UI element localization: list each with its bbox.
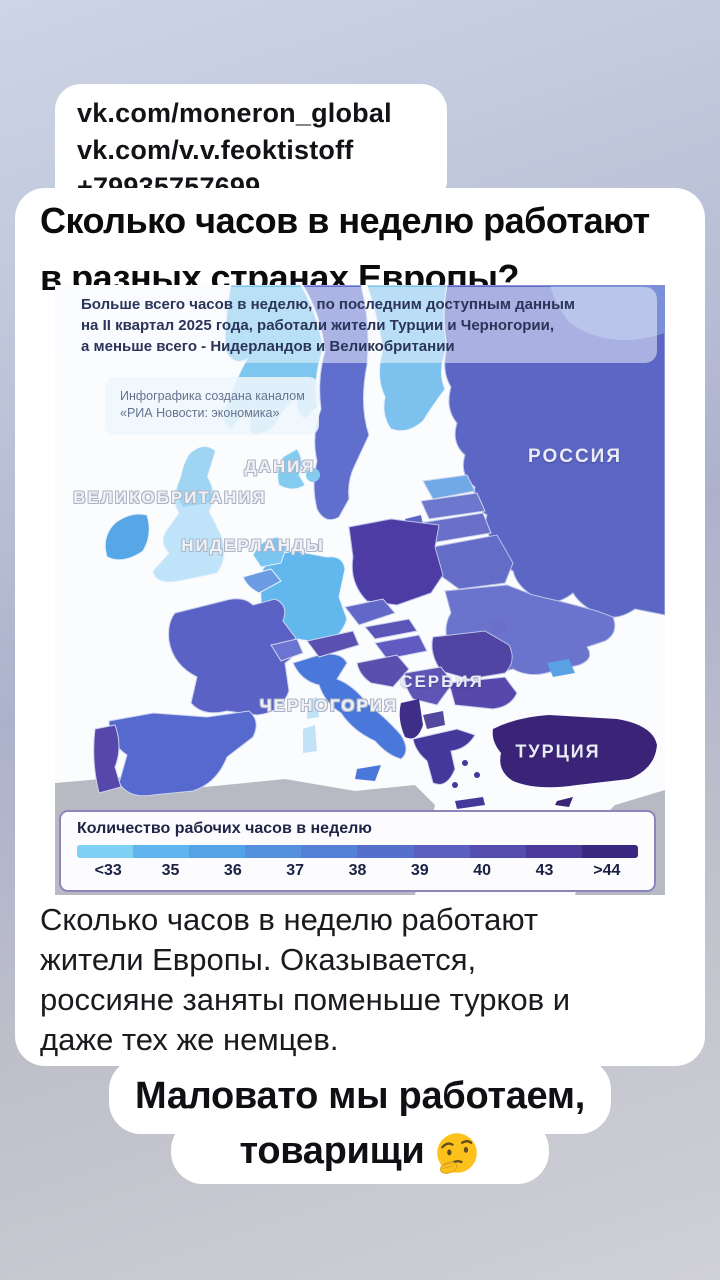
legend-title: Количество рабочих часов в неделю (77, 820, 372, 837)
map-region-bulgaria (448, 676, 518, 710)
thinking-face-emoji-icon (437, 1133, 478, 1174)
map-region-greek-island (462, 760, 468, 766)
map-region-moldova (487, 617, 507, 635)
header-link-2: vk.com/v.v.feoktistoff (77, 135, 354, 165)
legend-tick: <33 (94, 862, 122, 879)
footer-bubble-line2: товарищи (171, 1118, 549, 1184)
map-region-croatia-bosnia (356, 654, 410, 688)
map-region-spain (108, 710, 257, 797)
legend-tick: 40 (473, 862, 492, 879)
map-attribution-line2: «РИА Новости: экономика» (120, 406, 280, 420)
map-region-belgium (242, 568, 282, 594)
header-link-1: vk.com/moneron_global (77, 98, 392, 128)
map-region-cyprus (555, 797, 573, 807)
legend-tick: 37 (286, 862, 305, 879)
map-region-greek-island (474, 772, 480, 778)
map-region-romania (431, 630, 513, 680)
map-subtitle: Больше всего часов в неделю, по последни… (81, 294, 575, 357)
map-region-france (168, 598, 298, 716)
map-region-denmark-island (306, 468, 320, 482)
map-region-netherlands (252, 536, 288, 568)
country-label-serbia: СЕРБИЯ (400, 672, 484, 691)
map-region-ireland (104, 513, 150, 561)
map-attribution-line1: Инфографика создана каналом (120, 389, 305, 403)
map-region-turkey (492, 715, 657, 788)
legend-ticks: <33 35 36 37 38 39 40 43 >44 (77, 862, 638, 880)
map-region-estonia (422, 474, 476, 500)
map-region-denmark (277, 448, 306, 490)
map-region-scotland (177, 446, 215, 507)
map-region-russia (442, 285, 665, 618)
europe-map-infographic: Больше всего часов в неделю, по последни… (55, 285, 665, 895)
post-card: Сколько часов в неделю работают в разных… (15, 188, 705, 1066)
map-subtitle-line2: на II квартал 2025 года, работали жители… (81, 317, 555, 334)
map-region-montenegro-albania (399, 699, 423, 739)
legend-swatch (133, 845, 190, 858)
map-region-czech (344, 598, 396, 626)
map-region-corsica (307, 697, 319, 719)
map-region-hungary (374, 634, 428, 660)
legend-swatch (469, 845, 526, 858)
map-region-greece (412, 728, 476, 785)
legend-tick: 36 (223, 862, 242, 879)
map-legend: Количество рабочих часов в неделю <33 35 3… (59, 810, 656, 892)
legend-swatch (413, 845, 470, 858)
map-region-sicily (355, 765, 381, 781)
map-subtitle-line1: Больше всего часов в неделю, по последни… (81, 296, 575, 313)
legend-swatch (189, 845, 246, 858)
post-title-line1: Сколько часов в неделю работают (40, 200, 650, 241)
country-label-russia: РОССИЯ (528, 446, 622, 467)
legend-tick: >44 (593, 862, 621, 879)
map-region-greek-island (452, 782, 458, 788)
map-region-slovakia (364, 618, 418, 640)
post-caption-line2: жители Европы. Оказывается, (40, 942, 477, 977)
country-label-denmark: ДАНИЯ (244, 457, 316, 476)
footer-sticker: Маловато мы работаем, товарищи (0, 1058, 720, 1184)
map-subtitle-line3: а меньше всего - Нидерландов и Великобри… (81, 338, 455, 355)
post-caption: Сколько часов в неделю работают жители Е… (40, 900, 690, 1060)
map-region-crimea (547, 659, 575, 677)
map-region-austria (306, 630, 360, 658)
country-label-turkey: ТУРЦИЯ (515, 741, 601, 762)
map-region-sardinia (303, 725, 317, 753)
legend-tick: 39 (410, 862, 429, 879)
map-region-switzerland (270, 638, 304, 662)
map-region-macedonia (423, 711, 445, 729)
post-caption-line1: Сколько часов в неделю работают (40, 902, 539, 937)
legend-swatch (77, 845, 134, 858)
post-caption-line4: даже тех же немцев. (40, 1022, 339, 1057)
map-region-latvia (420, 492, 486, 520)
legend-swatch (245, 845, 302, 858)
legend-tick: 43 (535, 862, 554, 879)
post-caption-line3: россияне заняты поменьше турков и (40, 982, 571, 1017)
legend-bar (77, 845, 638, 858)
map-region-portugal (93, 724, 122, 794)
map-region-serbia (404, 666, 454, 706)
map-subtitle-panel (57, 287, 657, 363)
map-region-italy (292, 653, 407, 760)
footer-text-line1: Маловато мы работаем, (135, 1074, 585, 1117)
country-label-netherlands: НИДЕРЛАНДЫ (181, 536, 325, 555)
country-label-uk: ВЕЛИКОБРИТАНИЯ (73, 488, 267, 507)
map-attribution: Инфографика создана каналом «РИА Новости… (105, 377, 319, 435)
country-label-montenegro: ЧЕРНОГОРИЯ (259, 696, 399, 715)
legend-tick: 38 (348, 862, 367, 879)
footer-text-line2: товарищи (239, 1129, 425, 1172)
map-region-poland (348, 518, 444, 606)
map-region-crete (455, 797, 485, 809)
legend-swatch (525, 845, 582, 858)
legend-swatch (357, 845, 414, 858)
legend-swatch (581, 845, 638, 858)
legend-tick: 35 (161, 862, 180, 879)
legend-swatch (301, 845, 358, 858)
